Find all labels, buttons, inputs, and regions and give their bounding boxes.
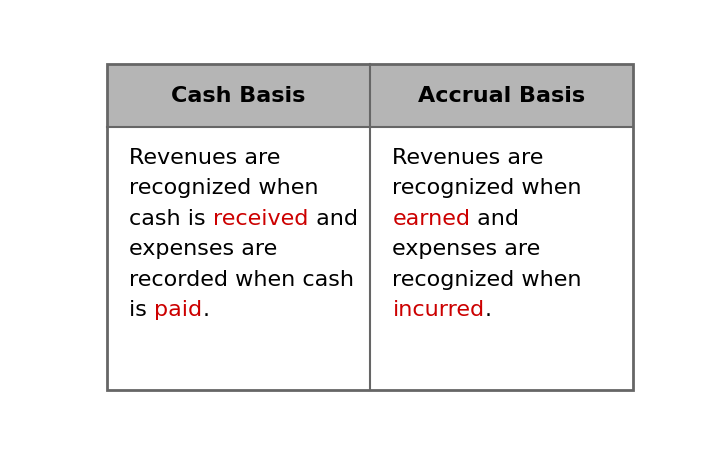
Text: expenses are: expenses are — [393, 239, 541, 259]
Bar — [370, 64, 633, 127]
Bar — [107, 127, 633, 390]
Text: .: . — [484, 300, 492, 320]
Text: received: received — [213, 209, 308, 229]
Bar — [107, 64, 370, 127]
Text: Revenues are: Revenues are — [129, 148, 281, 167]
Text: cash is: cash is — [129, 209, 213, 229]
Text: incurred: incurred — [393, 300, 484, 320]
Text: recorded when cash: recorded when cash — [129, 270, 355, 290]
Text: earned: earned — [393, 209, 471, 229]
Text: and: and — [308, 209, 357, 229]
Text: recognized when: recognized when — [129, 178, 319, 198]
Text: and: and — [471, 209, 519, 229]
Text: Revenues are: Revenues are — [393, 148, 544, 167]
Text: expenses are: expenses are — [129, 239, 278, 259]
Text: Accrual Basis: Accrual Basis — [418, 86, 585, 106]
Text: recognized when: recognized when — [393, 178, 582, 198]
Text: recognized when: recognized when — [393, 270, 582, 290]
Text: Cash Basis: Cash Basis — [171, 86, 305, 106]
Text: is: is — [129, 300, 155, 320]
Text: paid: paid — [155, 300, 203, 320]
Text: .: . — [203, 300, 209, 320]
